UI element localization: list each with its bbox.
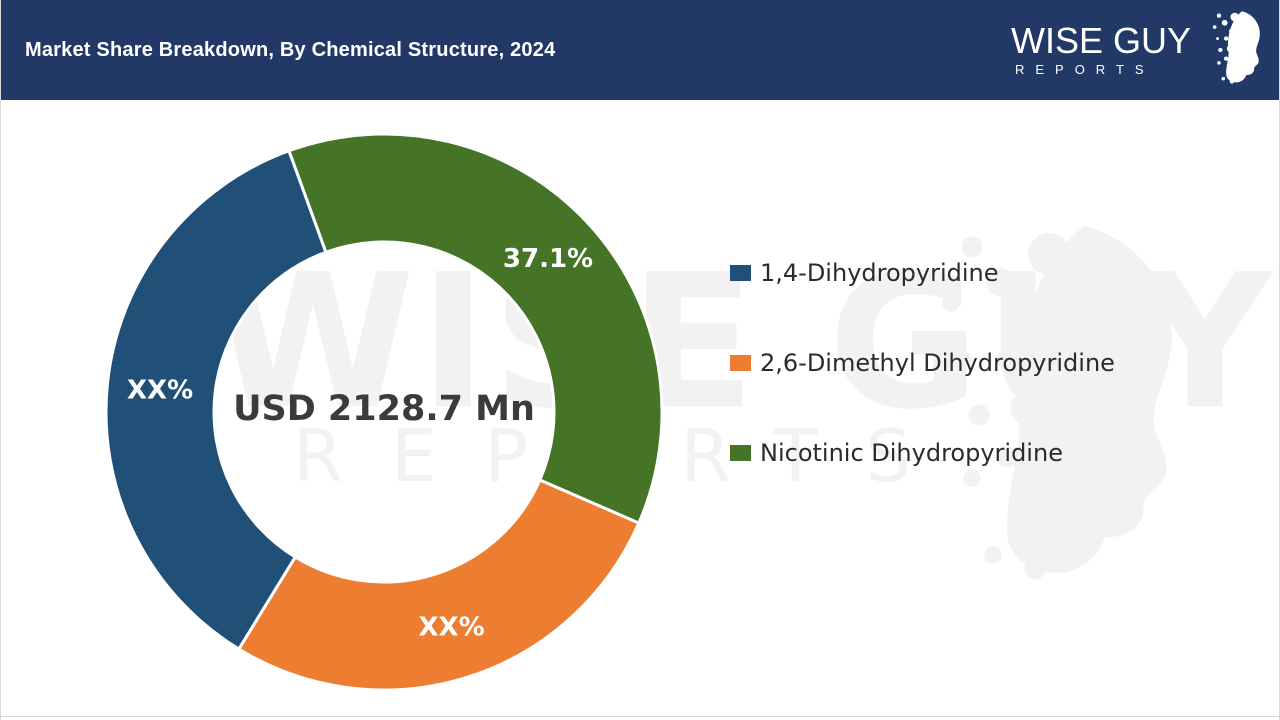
logo-face-icon: [1212, 11, 1260, 84]
segment-label-2: XX%: [419, 613, 485, 643]
logo-text: WISE GUY REPORTS: [1010, 20, 1191, 78]
legend-item-2: 2,6-Dimethyl Dihydropyridine: [730, 350, 1115, 376]
logo-title: WISE GUY: [1010, 20, 1191, 61]
legend-label: 1,4-Dihydropyridine: [760, 259, 999, 287]
legend-item-1: 1,4-Dihydropyridine: [730, 260, 1115, 286]
segment-label-3: XX%: [127, 376, 193, 406]
header: Market Share Breakdown, By Chemical Stru…: [1, 0, 1279, 100]
legend: 1,4-Dihydropyridine 2,6-Dimethyl Dihydrop…: [730, 260, 1115, 466]
legend-item-3: Nicotinic Dihydropyridine: [730, 440, 1115, 466]
legend-swatch: [730, 355, 751, 371]
donut-chart: 37.1% XX% XX%: [104, 132, 664, 692]
legend-label: Nicotinic Dihydropyridine: [760, 439, 1063, 467]
legend-label: 2,6-Dimethyl Dihydropyridine: [760, 349, 1115, 377]
wise-guy-reports-logo: WISE GUY REPORTS: [1011, 7, 1265, 93]
donut-center-value: USD 2128.7 Mn: [233, 389, 535, 429]
logo-subtitle: REPORTS: [1014, 62, 1155, 77]
bottom-divider: [1, 716, 1279, 717]
chart-title: Market Share Breakdown, By Chemical Stru…: [25, 38, 556, 61]
segment-label-1: 37.1%: [503, 244, 593, 274]
legend-swatch: [730, 265, 751, 281]
donut-segment-1: [287, 132, 664, 525]
donut-segment-2: [237, 478, 641, 692]
chart-area: WISE GUY REPORTS 37.1%XX%XX% USD 2128.7 …: [1, 100, 1279, 716]
legend-swatch: [730, 445, 751, 461]
donut-segment-3: [104, 149, 328, 651]
